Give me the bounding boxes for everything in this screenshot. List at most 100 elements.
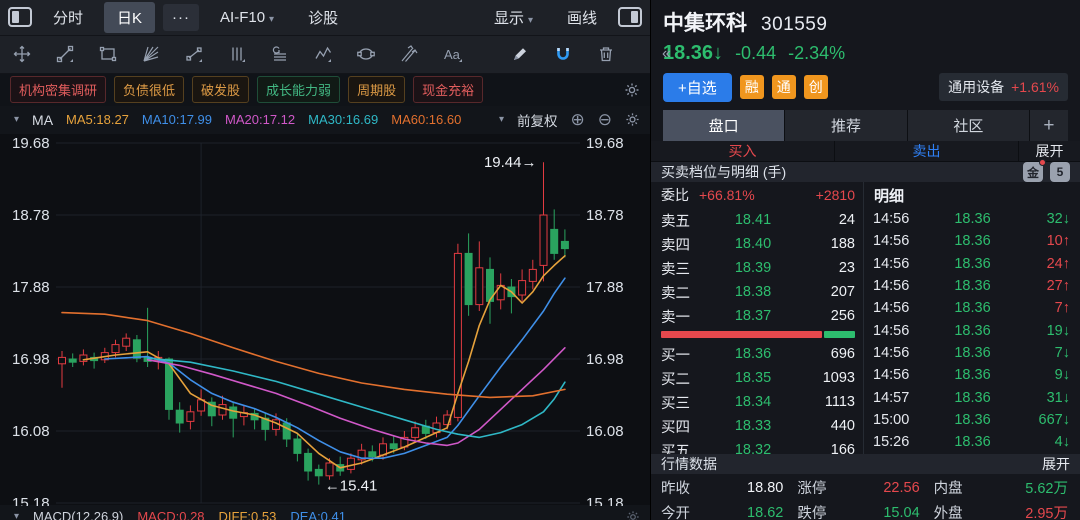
ai-f10-button[interactable]: AI-F10 ▾ — [220, 8, 275, 26]
tab-tuijian[interactable]: 推荐 — [785, 110, 907, 141]
drawing-toolbar: Aa « — [0, 35, 671, 74]
sector-chip[interactable]: 通用设备 +1.61% — [939, 73, 1068, 101]
zigzag-tool-icon[interactable] — [313, 44, 333, 64]
vertical-lines-tool-icon[interactable] — [227, 44, 247, 64]
buy-level-row[interactable]: 买三 18.34 1113 — [661, 394, 855, 412]
panel-tabs: 盘口 推荐 社区 + — [663, 110, 1068, 141]
ma10-value: MA10:17.99 — [141, 112, 213, 128]
adjust-mode-button[interactable]: 前复权 — [517, 113, 558, 129]
svg-text:18.78: 18.78 — [12, 207, 50, 224]
badge-chuang[interactable]: 创 — [803, 75, 828, 99]
level5-badge[interactable]: 5 — [1050, 162, 1070, 182]
gann-fan-tool-icon[interactable] — [141, 44, 161, 64]
chevron-down-icon[interactable]: ▾ — [14, 511, 20, 520]
weibi-row: 委比 +66.81% +2810 — [651, 185, 863, 205]
gann-grid-tool-icon[interactable] — [270, 44, 290, 64]
tag-chip[interactable]: 成长能力弱 — [257, 76, 341, 104]
detail-row: 14:56 18.36 7↓ — [873, 344, 1070, 361]
zhengu-button[interactable]: 诊股 — [308, 9, 339, 27]
gear-icon[interactable] — [626, 510, 640, 520]
zoom-out-icon[interactable]: ⊖ — [597, 110, 612, 130]
stock-code: 301559 — [761, 14, 828, 35]
sector-name: 通用设备 — [948, 79, 1005, 95]
svg-text:15.18: 15.18 — [12, 495, 50, 506]
sell-level-row[interactable]: 卖四 18.40 188 — [661, 236, 855, 254]
sell-level-row[interactable]: 卖一 18.37 256 — [661, 308, 855, 326]
quote-label: 内盘 — [933, 481, 963, 497]
detail-row: 15:00 18.36 667↓ — [873, 411, 1070, 428]
rectangle-tool-icon[interactable] — [98, 44, 118, 64]
buy-sell-ratio-bar — [661, 331, 855, 338]
detail-row: 14:56 18.36 19↓ — [873, 322, 1070, 339]
draw-line-button[interactable]: 画线 — [566, 9, 597, 27]
quote-data-title: 行情数据 — [661, 456, 717, 472]
tag-chip[interactable]: 机构密集调研 — [10, 76, 107, 104]
quote-expand-button[interactable]: 展开 — [1042, 456, 1070, 472]
segment-tool-icon[interactable] — [184, 44, 204, 64]
expand-button[interactable]: 展开 — [1018, 141, 1080, 161]
detail-row: 14:56 18.36 27↑ — [873, 278, 1070, 295]
buy-level-row[interactable]: 买二 18.35 1093 — [661, 370, 855, 388]
display-button[interactable]: 显示 ▾ — [493, 9, 533, 27]
zoom-in-icon[interactable]: ⊕ — [570, 110, 585, 130]
buy-button[interactable]: 买入 — [728, 143, 757, 159]
add-favorite-button[interactable]: +自选 — [663, 72, 732, 102]
tag-chip[interactable]: 现金充裕 — [413, 76, 484, 104]
tag-chip[interactable]: 负债很低 — [114, 76, 185, 104]
buy-level-row[interactable]: 买一 18.36 696 — [661, 346, 855, 364]
gear-icon[interactable] — [625, 112, 640, 127]
chevron-down-icon[interactable]: ▾ — [14, 114, 20, 126]
move-tool-icon[interactable] — [12, 44, 32, 64]
more-periods-button[interactable]: ··· — [163, 3, 200, 31]
sell-level-row[interactable]: 卖三 18.39 23 — [661, 260, 855, 278]
candlestick-chart-area[interactable]: 19.68 19.68 18.78 18.78 17.88 17.88 16.98 16.98… — [0, 133, 650, 506]
chevron-down-icon[interactable]: ▾ — [498, 114, 504, 126]
pitchfork-tool-icon[interactable] — [399, 44, 419, 64]
quote-label: 今开 — [661, 506, 690, 520]
sell-level-row[interactable]: 卖二 18.38 207 — [661, 284, 855, 302]
quote-value: 18.62 — [747, 504, 784, 520]
ma5-value: MA5:18.27 — [66, 112, 129, 128]
trash-tool-icon[interactable] — [596, 44, 616, 64]
trendline-tool-icon[interactable] — [55, 44, 75, 64]
weibi-percent: +66.81% — [699, 187, 755, 203]
weibi-label: 委比 — [661, 187, 689, 203]
tab-rik[interactable]: 日K — [104, 1, 156, 33]
margin-badge-rong[interactable]: 融 — [739, 75, 764, 99]
detail-row: 14:56 18.36 32↓ — [873, 211, 1070, 228]
gear-icon[interactable] — [624, 82, 640, 98]
text-tool-icon[interactable]: Aa — [442, 44, 464, 64]
orderbook-section-header: 买卖档位与明细 (手) 金 5 — [651, 159, 1080, 182]
jin-badge[interactable]: 金 — [1023, 159, 1046, 182]
quote-data-header: 行情数据 展开 — [651, 454, 1080, 474]
macd-indicator-row: ▾ MACD(12,26,9) MACD:0.28 DIFF:0.53 DEA:… — [0, 505, 650, 520]
magnet-tool-icon[interactable] — [553, 44, 573, 64]
detail-row: 14:56 18.36 10↑ — [873, 233, 1070, 250]
quote-label: 跌停 — [797, 506, 827, 520]
macd-label: MACD(12,26,9) — [33, 509, 124, 520]
ellipse-tool-icon[interactable] — [356, 44, 376, 64]
add-tab-button[interactable]: + — [1029, 110, 1068, 141]
candlestick-chart[interactable]: 19.68 19.68 18.78 18.78 17.88 17.88 16.98 16.98… — [0, 134, 650, 506]
tag-chip[interactable]: 周期股 — [348, 76, 406, 104]
badge-tong[interactable]: 通 — [771, 75, 796, 99]
panel-right-icon[interactable] — [618, 7, 642, 28]
buy-level-row[interactable]: 买四 18.33 440 — [661, 418, 855, 436]
buy-level-row[interactable]: 买五 18.32 166 — [661, 442, 855, 454]
sell-button[interactable]: 卖出 — [834, 141, 1018, 161]
sell-level-row[interactable]: 卖五 18.41 24 — [661, 212, 855, 230]
brush-tool-icon[interactable] — [510, 44, 530, 64]
trade-detail-column[interactable]: 14:56 18.36 32↓ 14:56 18.36 10↑ 14:56 18.36 24… — [863, 208, 1080, 454]
collapse-toolbar-icon[interactable]: « — [662, 45, 671, 63]
tab-pankou[interactable]: 盘口 — [663, 110, 785, 141]
detail-header: 明细 — [874, 187, 905, 205]
tab-fenshi[interactable]: 分时 — [53, 9, 84, 27]
panel-left-icon[interactable] — [8, 7, 32, 28]
quote-value: 22.56 — [883, 479, 920, 496]
ma-indicator-row: ▾ MA MA5:18.27 MA10:17.99 MA20:17.12 MA3… — [0, 105, 650, 134]
tab-shequ[interactable]: 社区 — [907, 110, 1029, 141]
chevron-down-icon: ▾ — [269, 13, 275, 25]
order-levels-column: 卖五 18.41 24 卖四 18.40 188 卖三 18.39 23 卖二 18.38 20… — [651, 208, 863, 454]
tag-chip[interactable]: 破发股 — [192, 76, 250, 104]
ma20-value: MA20:17.12 — [225, 112, 296, 128]
